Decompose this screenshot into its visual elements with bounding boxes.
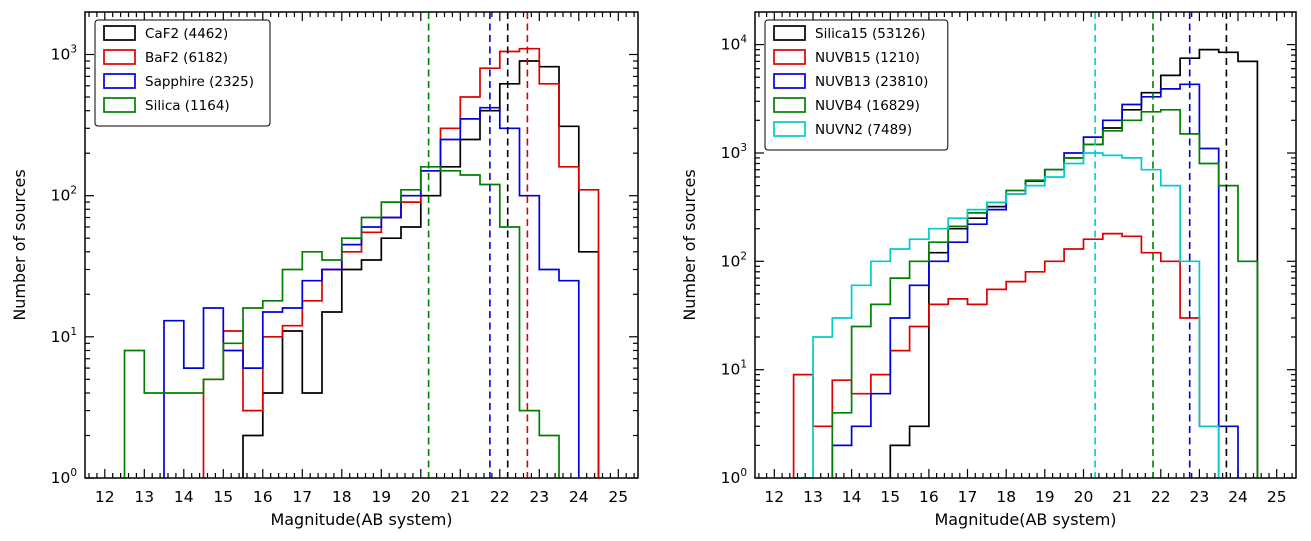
x-tick-label: 18 (332, 488, 352, 506)
plot-frame (84, 11, 639, 479)
x-tick-label: 12 (764, 488, 784, 506)
x-tick-label: 24 (569, 488, 589, 506)
x-tick-label: 23 (529, 488, 549, 506)
legend-swatch (103, 49, 136, 65)
x-tick-label: 20 (1074, 488, 1094, 506)
y-tick-label: 103 (51, 44, 77, 64)
x-tick-label: 17 (958, 488, 978, 506)
legend-swatch (773, 25, 806, 41)
legend-box (94, 19, 271, 127)
legend-swatch (773, 49, 806, 65)
series-silica (123, 165, 560, 478)
x-tick-label: 18 (996, 488, 1016, 506)
x-axis-label: Magnitude(AB system) (270, 510, 452, 529)
legend-swatch (773, 73, 806, 89)
y-tick-label: 101 (721, 359, 747, 379)
x-tick-label: 19 (371, 488, 391, 506)
x-tick-label: 25 (608, 488, 628, 506)
x-tick-label: 22 (1151, 488, 1171, 506)
x-tick-label: 17 (292, 488, 312, 506)
legend: Silica15 (53126) NUVB15 (1210) NUVB13 (238… (764, 19, 949, 151)
y-tick-label: 102 (721, 250, 747, 270)
x-tick-label: 25 (1267, 488, 1287, 506)
y-axis-label: Number of sources (10, 169, 29, 320)
histogram-series (123, 47, 600, 478)
x-tick-label: 24 (1228, 488, 1248, 506)
x-tick-label: 23 (1190, 488, 1210, 506)
y-tick-label: 103 (721, 142, 747, 162)
y-axis-label: Number of sources (680, 169, 699, 320)
legend-box (764, 19, 949, 151)
legend-label: NUVN2 (7489) (815, 122, 912, 138)
right-histogram-panel: 12 13 14 15 16 17 18 19 20 21 22 23 24 25 100 101 102 103… (655, 0, 1311, 541)
x-tick-label: 21 (450, 488, 470, 506)
series-nuvn2 (793, 152, 1220, 479)
tick-labels: 12 13 14 15 16 17 18 19 20 21 22 23 24 25 100 101 102 103… (721, 34, 1287, 506)
x-tick-label: 14 (174, 488, 194, 506)
x-tick-label: 22 (490, 488, 510, 506)
legend-swatch (103, 73, 136, 89)
y-tick-label: 102 (51, 185, 77, 205)
plot-background (655, 0, 1311, 541)
legend-swatch (103, 25, 136, 41)
legend-label: NUVB15 (1210) (815, 50, 920, 66)
reference-vlines (427, 12, 529, 478)
legend: CaF2 (4462) BaF2 (6182) Sapphire (2325) Sil… (94, 19, 271, 127)
axis-ticks (85, 12, 638, 479)
y-tick-label: 101 (51, 326, 77, 346)
x-tick-label: 19 (1035, 488, 1055, 506)
series-nuvb13 (831, 83, 1239, 478)
x-tick-label: 13 (134, 488, 154, 506)
legend-label: NUVB13 (23810) (815, 74, 928, 90)
x-tick-label: 21 (1112, 488, 1132, 506)
x-tick-label: 14 (842, 488, 862, 506)
y-tick-label: 100 (51, 467, 77, 487)
series-nuvb15 (792, 232, 1220, 478)
legend-swatch (773, 121, 806, 137)
series-sapphire (163, 106, 580, 478)
reference-vlines (1094, 12, 1228, 478)
legend-label: NUVB4 (16829) (815, 98, 920, 114)
legend-label: CaF2 (4462) (145, 26, 228, 42)
x-tick-label: 13 (803, 488, 823, 506)
legend-label: Sapphire (2325) (145, 74, 254, 90)
plot-frame (754, 11, 1297, 479)
left-histogram-panel: 12 13 14 15 16 17 18 19 20 21 22 23 24 25 100 101 102 103… (0, 0, 655, 541)
y-tick-label: 100 (721, 467, 747, 487)
tick-labels: 12 13 14 15 16 17 18 19 20 21 22 23 24 25 100 101 102 103 (51, 44, 629, 507)
x-axis-label: Magnitude(AB system) (934, 510, 1116, 529)
x-tick-label: 12 (95, 488, 115, 506)
x-tick-label: 15 (880, 488, 900, 506)
x-tick-label: 16 (253, 488, 273, 506)
legend-label: Silica15 (53126) (815, 26, 925, 42)
legend-label: BaF2 (6182) (145, 50, 228, 66)
x-tick-label: 15 (213, 488, 233, 506)
y-tick-label: 104 (721, 34, 748, 54)
x-tick-label: 16 (919, 488, 939, 506)
legend-swatch (103, 97, 136, 113)
legend-label: Silica (1164) (145, 98, 230, 114)
x-tick-label: 20 (411, 488, 431, 506)
legend-swatch (773, 97, 806, 113)
histogram-series (792, 48, 1259, 479)
